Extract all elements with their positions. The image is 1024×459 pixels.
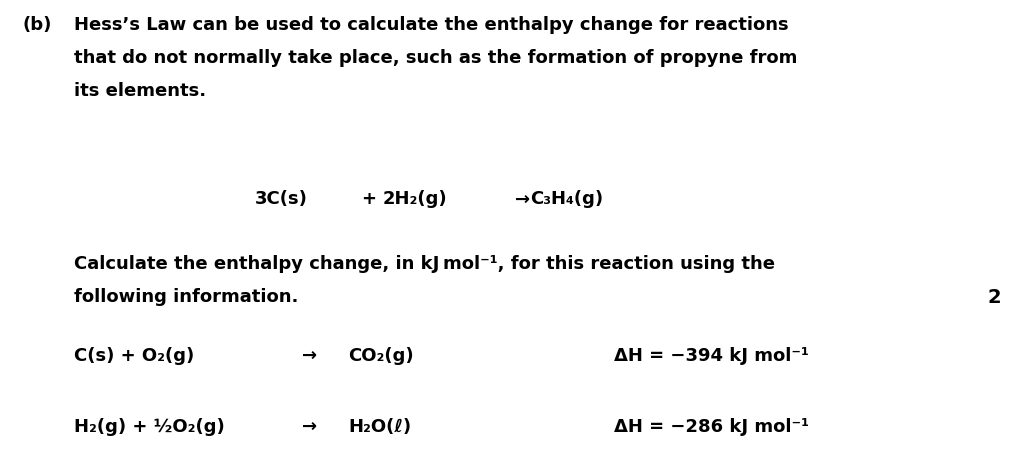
Text: ΔH = −394 kJ mol⁻¹: ΔH = −394 kJ mol⁻¹ <box>614 347 809 364</box>
Text: that do not normally take place, such as the formation of propyne from: that do not normally take place, such as… <box>74 49 797 67</box>
Text: 2: 2 <box>988 288 1001 307</box>
Text: →: → <box>302 347 317 364</box>
Text: H₂(g) + ½O₂(g): H₂(g) + ½O₂(g) <box>74 418 224 436</box>
Text: 3C(s): 3C(s) <box>255 190 308 208</box>
Text: C₃H₄(g): C₃H₄(g) <box>529 190 603 208</box>
Text: Hess’s Law can be used to calculate the enthalpy change for reactions: Hess’s Law can be used to calculate the … <box>74 16 788 34</box>
Text: →: → <box>302 418 317 436</box>
Text: 2H₂(g): 2H₂(g) <box>382 190 447 208</box>
Text: Calculate the enthalpy change, in kJ mol⁻¹, for this reaction using the: Calculate the enthalpy change, in kJ mol… <box>74 255 775 273</box>
Text: CO₂(g): CO₂(g) <box>348 347 414 364</box>
Text: its elements.: its elements. <box>74 82 206 100</box>
Text: C(s) + O₂(g): C(s) + O₂(g) <box>74 347 194 364</box>
Text: +: + <box>361 190 376 208</box>
Text: (b): (b) <box>23 16 52 34</box>
Text: following information.: following information. <box>74 288 298 306</box>
Text: ΔH = −286 kJ mol⁻¹: ΔH = −286 kJ mol⁻¹ <box>614 418 809 436</box>
Text: H₂O(ℓ): H₂O(ℓ) <box>348 418 412 436</box>
Text: →: → <box>515 190 529 208</box>
